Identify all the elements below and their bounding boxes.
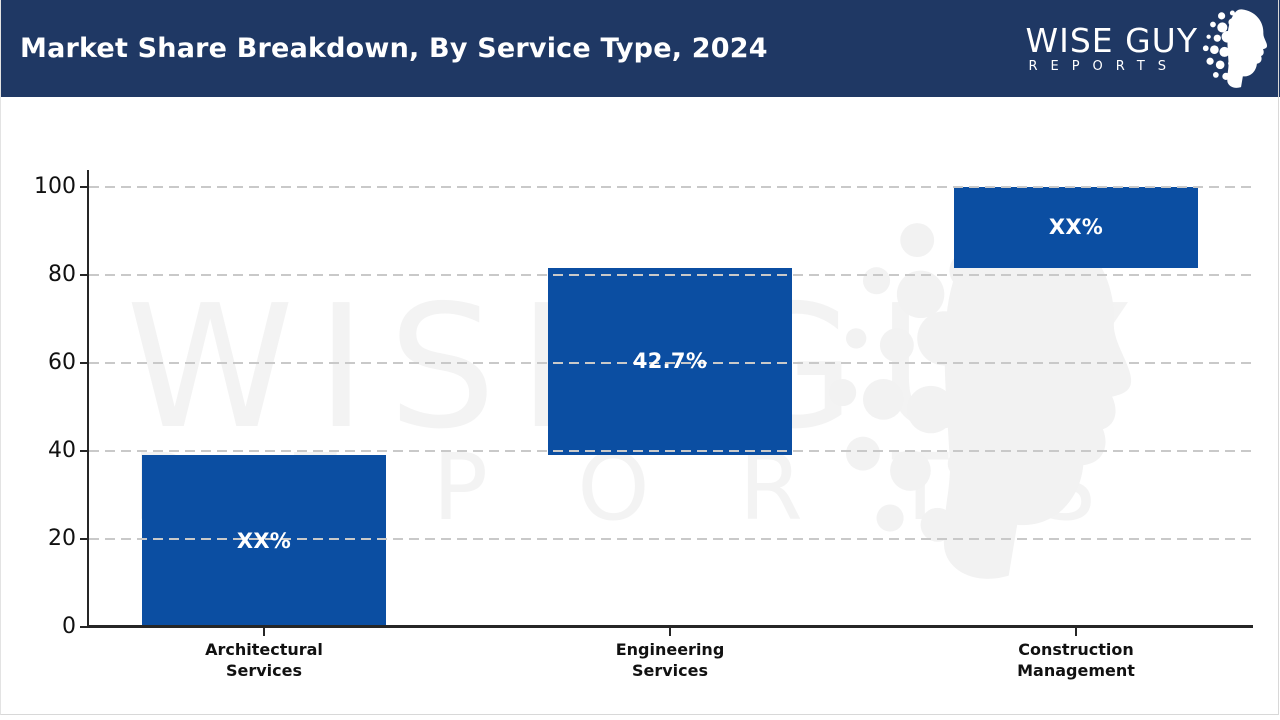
header-bar: Market Share Breakdown, By Service Type,… <box>0 0 1280 97</box>
y-tick-mark-60 <box>80 362 88 364</box>
page-title: Market Share Breakdown, By Service Type,… <box>20 33 768 64</box>
x-tick-mark-engineering-services <box>669 628 671 636</box>
brand-logo: WISE GUY REPORTS <box>1025 0 1272 97</box>
category-label-line: Construction <box>1018 640 1134 659</box>
category-label-line: Services <box>631 661 709 680</box>
y-tick-label-0: 0 <box>62 614 76 639</box>
y-tick-mark-0 <box>80 626 88 628</box>
category-label-architectural-services: Architectural Services <box>129 639 399 681</box>
bar-value-label-engineering-services: 42.7% <box>548 268 792 456</box>
y-tick-label-60: 60 <box>48 350 76 375</box>
category-label-line: Architectural <box>205 640 323 659</box>
brand-head-icon <box>1202 8 1268 88</box>
brand-subname: REPORTS <box>1028 58 1180 74</box>
y-tick-mark-80 <box>80 274 88 276</box>
category-label-line: Services <box>225 661 303 680</box>
bar-construction-management <box>954 187 1198 268</box>
y-axis-line <box>87 170 89 628</box>
category-label-construction-management: Construction Management <box>941 639 1211 681</box>
y-tick-mark-100 <box>80 186 88 188</box>
bar-value-text: XX% <box>1048 215 1104 240</box>
gridline-20 <box>89 538 1253 540</box>
bar-engineering-services <box>548 267 792 456</box>
y-tick-mark-20 <box>80 538 88 540</box>
gridline-40 <box>89 450 1253 452</box>
y-tick-mark-40 <box>80 450 88 452</box>
x-axis-line <box>87 625 1253 628</box>
category-label-engineering-services: Engineering Services <box>535 639 805 681</box>
gridline-80 <box>89 274 1253 276</box>
bar-value-label-construction-management: XX% <box>954 187 1198 268</box>
x-tick-mark-architectural-services <box>263 628 265 636</box>
gridline-60 <box>89 362 1253 364</box>
bar-value-text: XX% <box>236 529 292 554</box>
brand-name: WISE GUY <box>1025 20 1198 60</box>
y-tick-label-40: 40 <box>48 438 76 463</box>
bar-value-label-architectural-services: XX% <box>142 455 386 627</box>
category-label-line: Engineering <box>615 640 725 659</box>
brand-logo-text: WISE GUY REPORTS <box>1025 24 1198 74</box>
watermark-head-logo-icon <box>829 209 1132 579</box>
y-tick-label-100: 100 <box>34 174 76 199</box>
y-tick-label-20: 20 <box>48 526 76 551</box>
bar-value-text: 42.7% <box>632 349 708 374</box>
gridline-100 <box>89 186 1253 188</box>
x-tick-mark-construction-management <box>1075 628 1077 636</box>
category-label-line: Management <box>1017 661 1135 680</box>
bar-architectural-services <box>142 455 386 627</box>
y-tick-label-80: 80 <box>48 262 76 287</box>
